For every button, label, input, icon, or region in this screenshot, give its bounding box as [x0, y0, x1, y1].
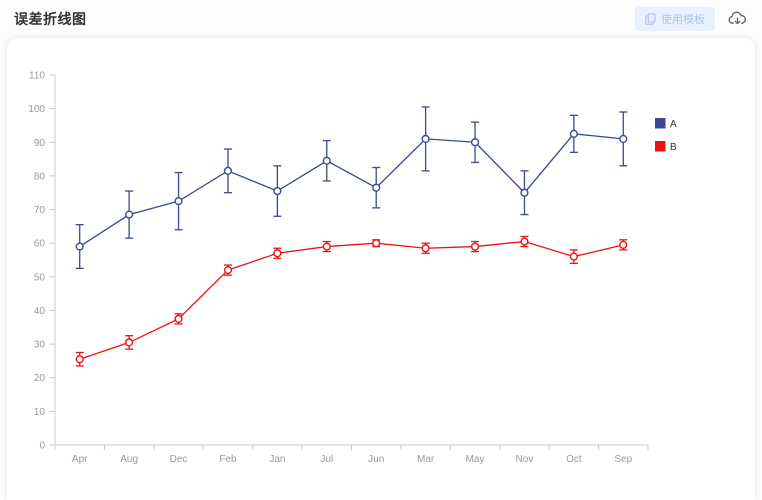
x-axis-label: Sep — [614, 454, 632, 465]
data-point-marker[interactable] — [470, 242, 480, 251]
data-point-marker[interactable] — [223, 265, 233, 275]
use-template-button[interactable]: 使用模板 — [635, 7, 715, 31]
data-point-marker[interactable] — [125, 338, 134, 347]
x-axis-label: Jan — [269, 454, 285, 465]
y-axis-label: 70 — [34, 205, 46, 216]
legend-swatch — [655, 141, 666, 152]
data-point-marker[interactable] — [223, 166, 233, 175]
download-button[interactable] — [727, 9, 748, 29]
legend-swatch — [655, 118, 666, 129]
axes: 0 10 20 30 40 50 60 70 80 90 100 110 Apr Aug Dec Feb Jan… — [28, 71, 649, 465]
data-point-marker[interactable] — [125, 210, 134, 219]
chart-card: 0 10 20 30 40 50 60 70 80 90 100 110 Apr Aug Dec Feb Jan… — [7, 38, 755, 500]
series-B — [75, 235, 628, 367]
series-A-line — [79, 133, 624, 248]
data-point-marker[interactable] — [520, 188, 529, 197]
legend-label: A — [670, 119, 677, 130]
data-point-marker[interactable] — [470, 138, 480, 147]
legend-label: B — [670, 142, 677, 153]
y-axis-label: 100 — [28, 104, 45, 115]
y-axis-label: 0 — [39, 441, 45, 452]
x-axis-label: Jul — [320, 454, 333, 465]
y-axis-label: 10 — [34, 407, 46, 418]
y-axis-label: 60 — [34, 239, 46, 250]
data-point-marker[interactable] — [372, 183, 381, 192]
legend: AB — [655, 118, 677, 153]
cloud-download-icon — [727, 9, 748, 29]
copy-icon — [645, 13, 656, 25]
x-axis-label: May — [466, 454, 485, 465]
y-axis-label: 50 — [34, 272, 46, 283]
x-axis-label: Dec — [170, 454, 188, 465]
data-point-marker[interactable] — [322, 156, 331, 165]
y-axis-label: 80 — [34, 171, 46, 182]
x-axis-label: Feb — [219, 454, 237, 465]
data-point-marker[interactable] — [322, 242, 331, 251]
use-template-label: 使用模板 — [661, 14, 705, 26]
page-header: 误差折线图 使用模板 — [0, 0, 762, 38]
x-axis-label: Aug — [120, 454, 138, 465]
x-axis-label: Mar — [417, 454, 435, 465]
data-point-marker[interactable] — [372, 239, 381, 248]
data-point-marker[interactable] — [273, 249, 282, 258]
x-axis-label: Oct — [566, 454, 582, 465]
data-point-marker[interactable] — [520, 237, 529, 246]
data-point-marker[interactable] — [75, 355, 84, 364]
x-axis-label: Jun — [368, 454, 384, 465]
legend-item-A[interactable]: A — [655, 118, 677, 130]
y-axis-label: 30 — [34, 340, 46, 351]
page-title: 误差折线图 — [14, 11, 87, 27]
error-line-chart[interactable]: 0 10 20 30 40 50 60 70 80 90 100 110 Apr Aug Dec Feb Jan… — [7, 38, 755, 500]
legend-item-B[interactable]: B — [655, 141, 677, 153]
data-point-marker[interactable] — [619, 134, 628, 144]
data-point-marker[interactable] — [569, 252, 578, 261]
y-axis-label: 40 — [34, 306, 46, 317]
data-point-marker[interactable] — [273, 186, 282, 196]
x-axis-label: Nov — [516, 454, 534, 465]
data-point-marker[interactable] — [174, 197, 183, 206]
series-B-line — [79, 240, 624, 360]
y-axis-label: 90 — [34, 138, 46, 149]
data-point-marker[interactable] — [421, 134, 430, 144]
data-point-marker[interactable] — [75, 242, 84, 251]
data-point-marker[interactable] — [619, 240, 628, 249]
data-point-marker[interactable] — [174, 314, 183, 323]
header-controls: 使用模板 — [635, 7, 748, 31]
data-point-marker[interactable] — [569, 129, 578, 138]
y-axis-label: 110 — [29, 71, 45, 82]
x-axis-label: Apr — [72, 454, 88, 465]
series-A — [75, 106, 628, 270]
y-axis-label: 20 — [34, 373, 46, 384]
data-point-marker[interactable] — [421, 244, 430, 253]
